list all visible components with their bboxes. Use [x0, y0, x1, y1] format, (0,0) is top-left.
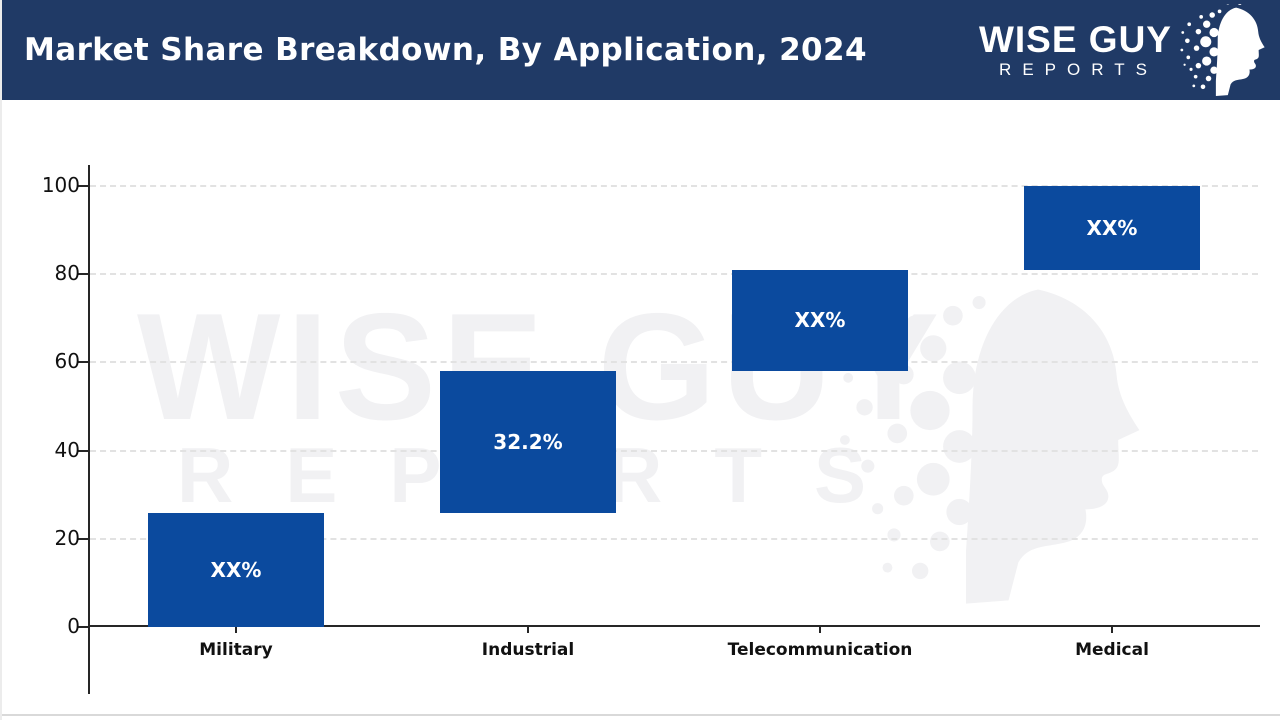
bar-industrial: 32.2% — [440, 370, 616, 513]
x-axis-spine — [88, 625, 1260, 627]
x-tick-mark-telecommunication — [819, 627, 821, 633]
bar-value-label: 32.2% — [493, 429, 563, 454]
x-tick-label-industrial: Industrial — [481, 640, 575, 660]
x-tick-mark-industrial — [527, 627, 529, 633]
y-tick-mark-40 — [78, 449, 88, 452]
y-tick-label-100: 100 — [41, 173, 80, 197]
bar-military: XX% — [148, 512, 324, 627]
gridline-y-100 — [90, 185, 1258, 187]
header-bar: Market Share Breakdown, By Application, … — [2, 0, 1280, 100]
y-tick-label-0: 0 — [67, 614, 80, 638]
logo-text: WISE GUY REPORTS — [978, 18, 1172, 80]
x-tick-mark-military — [235, 627, 237, 633]
gridline-y-60 — [90, 361, 1258, 364]
y-axis-spine — [88, 165, 90, 694]
bar-value-label: XX% — [210, 557, 262, 582]
x-tick-mark-medical — [1111, 627, 1113, 633]
x-tick-label-medical: Medical — [1075, 640, 1149, 660]
gridline-y-20 — [90, 537, 1258, 540]
bar-telecommunication: XX% — [732, 270, 908, 371]
y-tick-mark-60 — [78, 361, 88, 364]
y-tick-label-40: 40 — [54, 437, 80, 462]
bar-medical: XX% — [1024, 186, 1200, 271]
x-tick-label-military: Military — [199, 640, 273, 660]
wise-guy-reports-logo: WISE GUY REPORTS — [979, 0, 1278, 100]
bar-value-label: XX% — [794, 308, 846, 333]
y-tick-label-60: 60 — [54, 349, 80, 374]
gridline-y-40 — [90, 449, 1258, 452]
chart-area: WISE GUY REPORTS — [2, 100, 1280, 720]
bar-value-label: XX% — [1086, 216, 1138, 241]
y-tick-mark-100 — [78, 185, 88, 187]
y-tick-label-20: 20 — [54, 525, 80, 550]
logo-subtext: REPORTS — [999, 59, 1158, 79]
page-title: Market Share Breakdown, By Application, … — [24, 32, 867, 68]
y-tick-mark-20 — [78, 537, 88, 540]
gridline-y-80 — [90, 273, 1258, 276]
y-tick-label-80: 80 — [54, 261, 80, 286]
y-tick-mark-80 — [78, 273, 88, 276]
logo-wordmark: WISE GUY — [978, 18, 1172, 60]
y-tick-mark-0 — [78, 626, 88, 628]
bottom-border-line — [2, 714, 1280, 716]
logo-face-icon — [1180, 4, 1265, 96]
x-tick-label-telecommunication: Telecommunication — [727, 640, 913, 660]
